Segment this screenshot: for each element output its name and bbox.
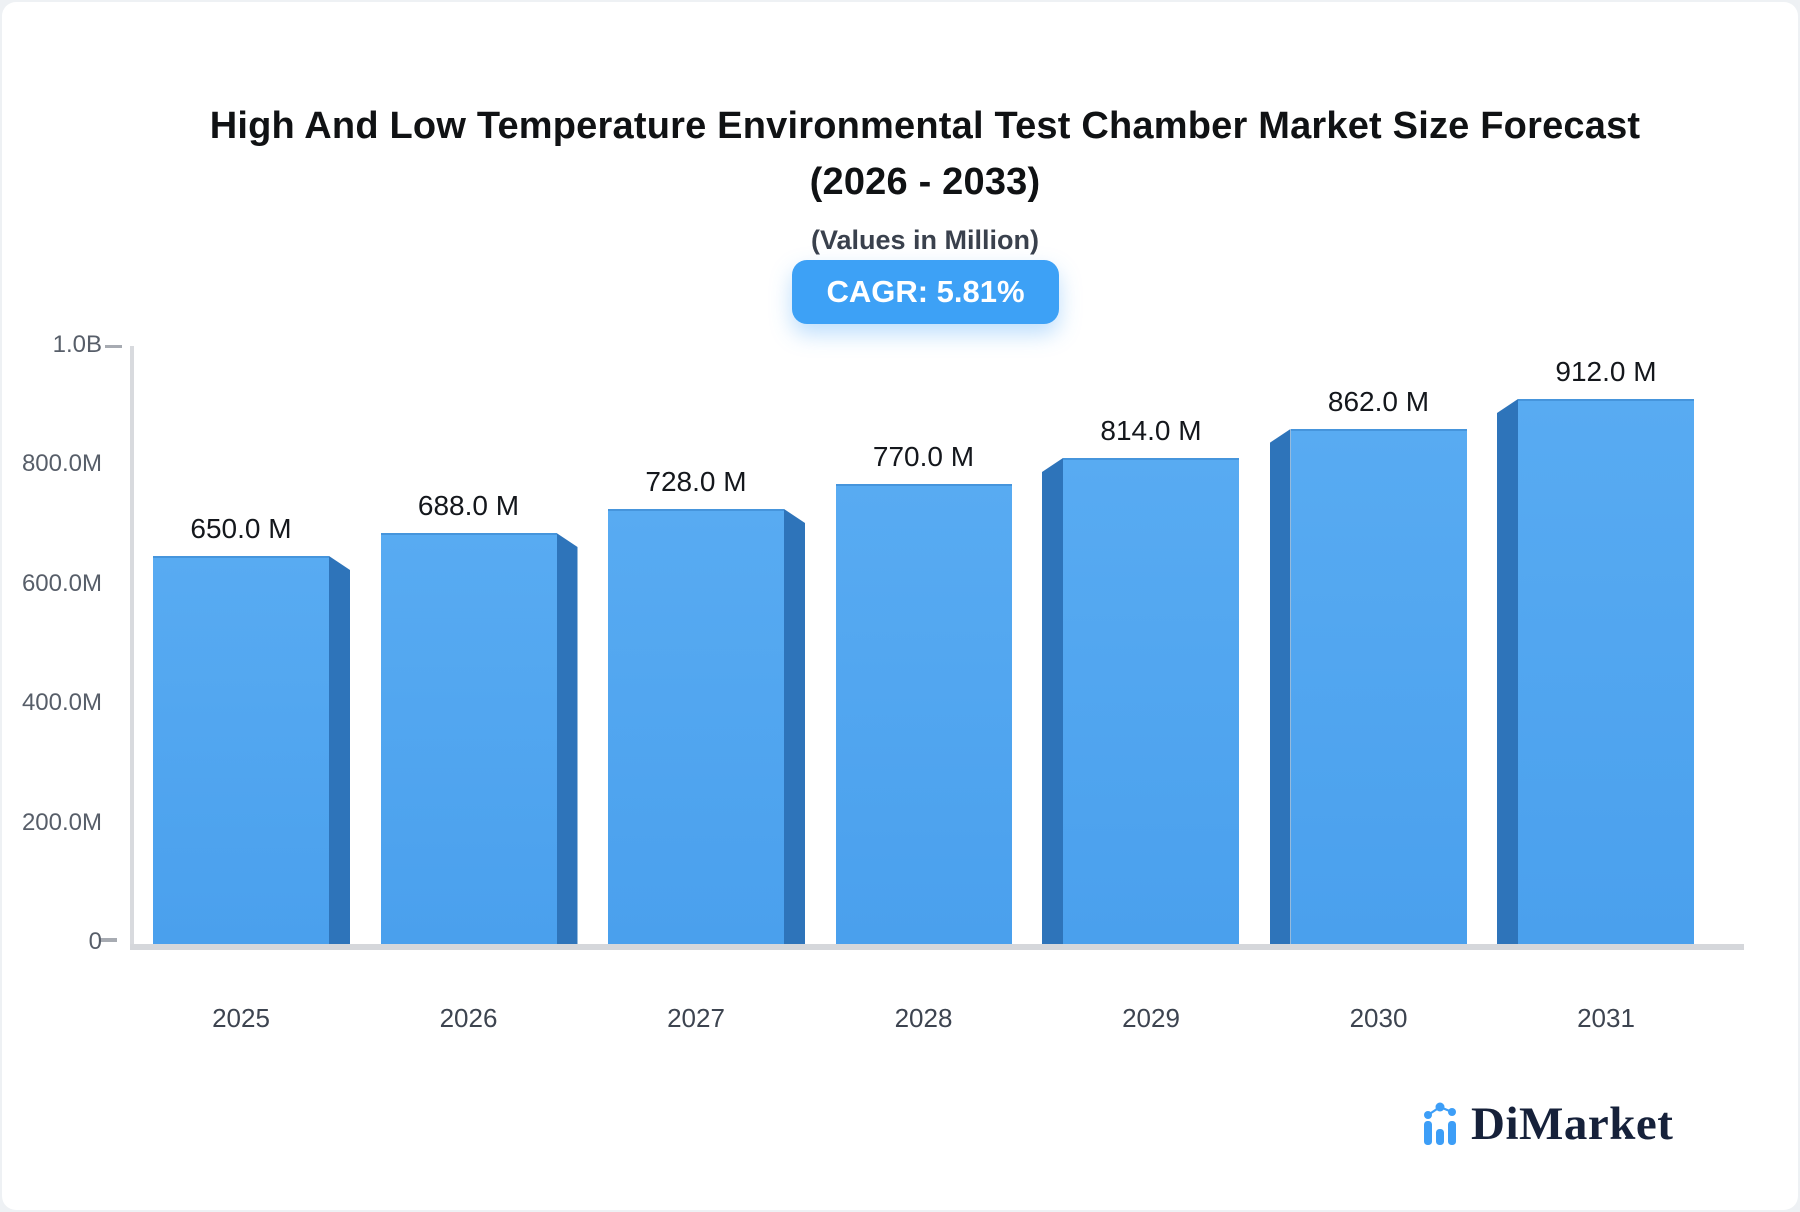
brand-logo: DiMarket: [1424, 1098, 1674, 1150]
y-tick-label: 1.0B: [52, 331, 102, 358]
bar-value-label: 862.0 M: [1327, 386, 1430, 417]
x-tick-label: 2028: [894, 1003, 953, 1033]
x-tick-label: 2026: [439, 1003, 498, 1033]
x-tick-label: 2025: [212, 1003, 270, 1033]
y-tick-label: 600.0M: [21, 570, 102, 597]
bar-2025: [153, 556, 329, 944]
bar-2030: [1290, 429, 1467, 944]
dimarket-logo-text: DiMarket: [1471, 1098, 1674, 1150]
x-axis-baseline: [130, 944, 1744, 950]
bar-value-label: 912.0 M: [1555, 356, 1657, 387]
chart-header: High And Low Temperature Environmental T…: [48, 98, 1798, 256]
y-tick-label: 200.0M: [21, 809, 102, 836]
dimarket-logo-icon: [1424, 1102, 1456, 1145]
y-tick-label: 800.0M: [21, 450, 102, 477]
y-axis-line: [130, 346, 134, 947]
bar-side-3d: [556, 533, 578, 944]
bar-side-3d: [1497, 399, 1518, 944]
y-axis-tick-top: [105, 345, 122, 348]
x-tick-label: 2027: [667, 1003, 725, 1033]
bar-value-label: 650.0 M: [190, 513, 292, 544]
chart-title-line2: (2026 - 2033): [809, 161, 1041, 203]
x-tick-label: 2029: [1122, 1003, 1180, 1033]
bar-side-3d: [1269, 429, 1291, 944]
x-tick-label: 2030: [1349, 1003, 1408, 1033]
chart-title-line1: High And Low Temperature Environmental T…: [209, 105, 1641, 147]
y-tick-label: 400.0M: [21, 689, 102, 716]
y-tick-label: 0: [88, 928, 102, 955]
bar-side-3d: [329, 556, 350, 944]
cagr-badge: CAGR: 5.81%: [792, 260, 1059, 324]
bar-value-label: 770.0 M: [872, 441, 975, 472]
bar-side-3d: [784, 509, 805, 944]
y-axis-tick-zero: [100, 938, 117, 942]
bar-2027: [608, 509, 784, 944]
bar-value-label: 814.0 M: [1100, 415, 1202, 446]
bar-value-label: 688.0 M: [417, 490, 520, 521]
bar-2026: [380, 533, 557, 944]
bar-2028: [835, 484, 1012, 944]
chart-subtitle: (Values in Million): [810, 225, 1040, 255]
bar-value-label: 728.0 M: [645, 466, 747, 497]
bar-2031: [1518, 399, 1694, 944]
x-tick-label: 2031: [1577, 1003, 1635, 1033]
bar-side-3d: [1042, 458, 1063, 944]
bar-2029: [1063, 458, 1239, 944]
